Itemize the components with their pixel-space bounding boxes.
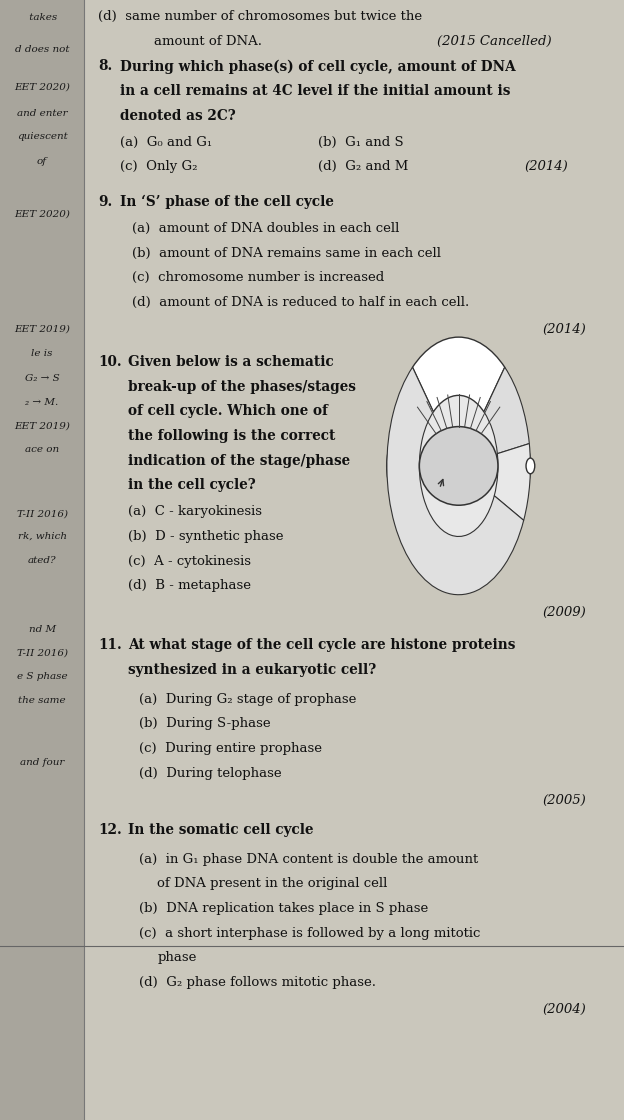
Text: (a)  in G₁ phase DNA content is double the amount: (a) in G₁ phase DNA content is double th…	[139, 852, 478, 866]
Wedge shape	[484, 367, 529, 454]
Text: quiescent: quiescent	[17, 132, 67, 141]
Text: (2015 Cancelled): (2015 Cancelled)	[437, 35, 552, 48]
Text: ace on: ace on	[25, 445, 59, 454]
Text: (b)  During S-phase: (b) During S-phase	[139, 717, 270, 730]
Text: (a)  G₀ and G₁: (a) G₀ and G₁	[120, 136, 212, 149]
Text: in a cell remains at 4C level if the initial amount is: in a cell remains at 4C level if the ini…	[120, 84, 510, 99]
Text: d does not: d does not	[15, 45, 69, 55]
Text: (c)  a short interphase is followed by a long mitotic: (c) a short interphase is followed by a …	[139, 926, 480, 940]
Text: (c)  chromosome number is increased: (c) chromosome number is increased	[132, 271, 384, 284]
Circle shape	[526, 458, 535, 474]
Text: phase: phase	[157, 951, 197, 964]
Text: G₂ → S: G₂ → S	[25, 374, 59, 383]
Text: (b)  D - synthetic phase: (b) D - synthetic phase	[128, 530, 283, 543]
Text: of: of	[37, 157, 47, 166]
Text: (2014): (2014)	[543, 323, 587, 336]
Text: ated?: ated?	[28, 556, 56, 564]
Text: e S phase: e S phase	[17, 672, 67, 681]
Text: Given below is a schematic: Given below is a schematic	[128, 355, 334, 370]
Wedge shape	[494, 444, 530, 521]
Text: of cell cycle. Which one of: of cell cycle. Which one of	[128, 404, 328, 419]
Text: (2014): (2014)	[524, 160, 568, 174]
Text: Inter-: Inter-	[445, 473, 472, 482]
Text: (c)  A - cytokinesis: (c) A - cytokinesis	[128, 554, 251, 568]
Text: T-II 2016): T-II 2016)	[17, 648, 67, 657]
Text: 12.: 12.	[98, 823, 122, 838]
Text: (d)  B - metaphase: (d) B - metaphase	[128, 579, 251, 592]
Text: (d)  G₂ phase follows mitotic phase.: (d) G₂ phase follows mitotic phase.	[139, 976, 376, 989]
Text: the same: the same	[18, 696, 66, 704]
Wedge shape	[412, 337, 505, 412]
Text: 10.: 10.	[98, 355, 122, 370]
Text: indication of the stage/phase: indication of the stage/phase	[128, 454, 350, 468]
Text: (d)  G₂ and M: (d) G₂ and M	[318, 160, 409, 174]
Wedge shape	[387, 367, 524, 595]
Text: (d)  During telophase: (d) During telophase	[139, 766, 281, 780]
Text: and enter: and enter	[17, 109, 67, 118]
Text: 11.: 11.	[98, 638, 122, 652]
Text: rk, which: rk, which	[17, 532, 67, 541]
Text: EET 2020): EET 2020)	[14, 209, 70, 218]
Ellipse shape	[387, 394, 530, 538]
Text: EET 2020): EET 2020)	[14, 83, 70, 92]
Text: ₂ → M.: ₂ → M.	[26, 398, 59, 407]
Text: 9.: 9.	[98, 195, 112, 208]
Text: (2004): (2004)	[543, 1004, 587, 1016]
Text: (c)  Only G₂: (c) Only G₂	[120, 160, 197, 174]
Text: (d)  same number of chromosomes but twice the: (d) same number of chromosomes but twice…	[98, 10, 422, 24]
Text: of DNA present in the original cell: of DNA present in the original cell	[157, 877, 388, 890]
Text: and four: and four	[20, 758, 64, 767]
Text: (b)  amount of DNA remains same in each cell: (b) amount of DNA remains same in each c…	[132, 246, 441, 260]
Text: (2005): (2005)	[543, 794, 587, 806]
Text: the following is the correct: the following is the correct	[128, 429, 335, 444]
Text: (d)  amount of DNA is reduced to half in each cell.: (d) amount of DNA is reduced to half in …	[132, 296, 469, 309]
Text: A: A	[454, 372, 464, 385]
Text: (c)  During entire prophase: (c) During entire prophase	[139, 741, 321, 755]
Ellipse shape	[419, 427, 498, 505]
Text: break-up of the phases/stages: break-up of the phases/stages	[128, 380, 356, 394]
Text: D: D	[452, 551, 462, 564]
Text: nd M: nd M	[29, 625, 56, 634]
Text: synthesized in a eukaryotic cell?: synthesized in a eukaryotic cell?	[128, 663, 376, 676]
Text: EET 2019): EET 2019)	[14, 421, 70, 430]
Text: (2009): (2009)	[543, 606, 587, 619]
Text: At what stage of the cell cycle are histone proteins: At what stage of the cell cycle are hist…	[128, 638, 515, 652]
Text: In the somatic cell cycle: In the somatic cell cycle	[128, 823, 313, 838]
Text: le is: le is	[31, 349, 53, 358]
Text: takes: takes	[26, 12, 58, 22]
Text: Mitosis: Mitosis	[437, 450, 480, 459]
Text: C: C	[518, 451, 526, 464]
Text: Phase: Phase	[443, 491, 474, 500]
Text: B: B	[494, 423, 503, 437]
Text: In ‘S’ phase of the cell cycle: In ‘S’ phase of the cell cycle	[120, 195, 334, 209]
FancyBboxPatch shape	[0, 0, 84, 1120]
Text: (a)  During G₂ stage of prophase: (a) During G₂ stage of prophase	[139, 692, 356, 706]
Text: (b)  DNA replication takes place in S phase: (b) DNA replication takes place in S pha…	[139, 902, 428, 915]
Text: T-II 2016): T-II 2016)	[17, 510, 67, 519]
Text: (a)  amount of DNA doubles in each cell: (a) amount of DNA doubles in each cell	[132, 222, 399, 235]
Text: During which phase(s) of cell cycle, amount of DNA: During which phase(s) of cell cycle, amo…	[120, 59, 515, 74]
Text: in the cell cycle?: in the cell cycle?	[128, 478, 256, 493]
Text: (b)  G₁ and S: (b) G₁ and S	[318, 136, 404, 149]
Text: EET 2019): EET 2019)	[14, 325, 70, 334]
Text: 8.: 8.	[98, 59, 112, 74]
Text: amount of DNA.: amount of DNA.	[154, 35, 262, 48]
Text: denoted as 2C?: denoted as 2C?	[120, 109, 235, 123]
Text: (a)  C - karyokinesis: (a) C - karyokinesis	[128, 505, 262, 519]
